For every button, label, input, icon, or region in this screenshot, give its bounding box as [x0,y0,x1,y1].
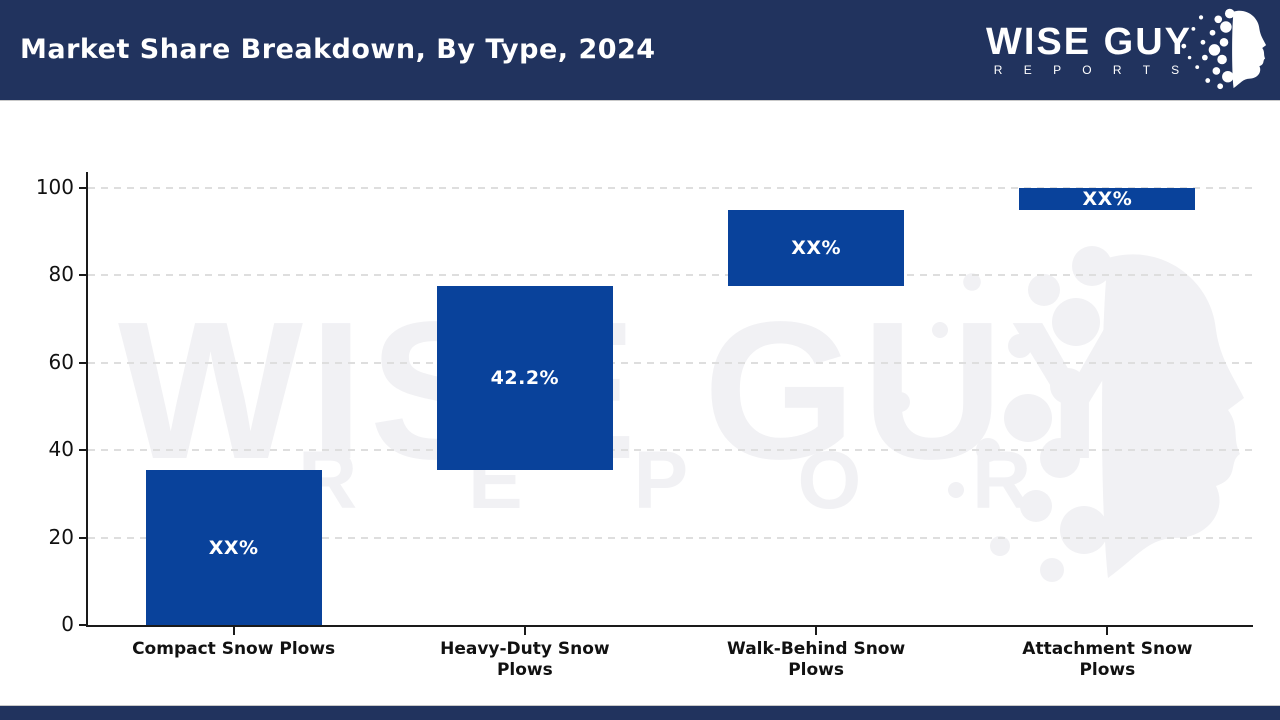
x-tick-mark [523,627,526,635]
waterfall-bar: XX% [1019,187,1196,210]
y-gridline [88,274,1253,276]
y-gridline [88,186,1253,189]
y-tick-mark [79,361,87,364]
y-tick-label: 0 [61,612,74,636]
y-tick-label: 80 [48,262,74,286]
bar-value-label: XX% [208,536,259,559]
y-tick-label: 100 [35,174,74,199]
waterfall-bar: XX% [728,209,905,286]
x-tick-label: Heavy-Duty Snow Plows [440,639,610,681]
x-tick-mark [1106,627,1109,635]
wiseguy-logo: WISE GUY R E P O R T S [986,5,1272,95]
watermark-face-icon [868,195,1268,629]
x-tick-label: Attachment Snow Plows [1022,639,1193,681]
y-gridline [88,536,1253,539]
y-tick-label: 20 [48,524,74,549]
y-tick-mark [79,186,87,189]
waterfall-bar: 42.2% [436,285,613,471]
x-tick-mark [815,627,818,635]
bar-value-label: 42.2% [490,366,560,389]
header-band: Market Share Breakdown, By Type, 2024 WI… [0,0,1280,101]
y-tick-label: 40 [48,437,74,461]
bar-value-label: XX% [1082,187,1133,210]
x-tick-label: Compact Snow Plows [132,639,336,659]
y-gridline [88,449,1253,451]
wiseguy-logo-text: WISE GUY R E P O R T S [985,21,1192,77]
y-tick-mark [79,449,87,451]
x-axis-line [86,625,1253,627]
watermark-wordmark: WISE GUY [118,281,1147,500]
wiseguy-logo-subtitle: R E P O R T S [993,62,1189,77]
footer-band [0,705,1280,720]
wiseguy-face-icon [1176,4,1272,96]
y-axis-line [86,172,88,627]
y-gridline [88,361,1253,364]
y-tick-mark [79,624,87,626]
wiseguy-logo-wordmark: WISE GUY [985,21,1192,64]
page-title: Market Share Breakdown, By Type, 2024 [20,34,656,65]
y-tick-mark [79,536,87,539]
bar-value-label: XX% [791,236,842,259]
x-tick-mark [232,627,235,635]
x-tick-label: Walk-Behind Snow Plows [727,639,906,681]
waterfall-bar: XX% [145,470,322,625]
y-tick-label: 60 [48,349,74,374]
y-tick-mark [79,274,87,276]
